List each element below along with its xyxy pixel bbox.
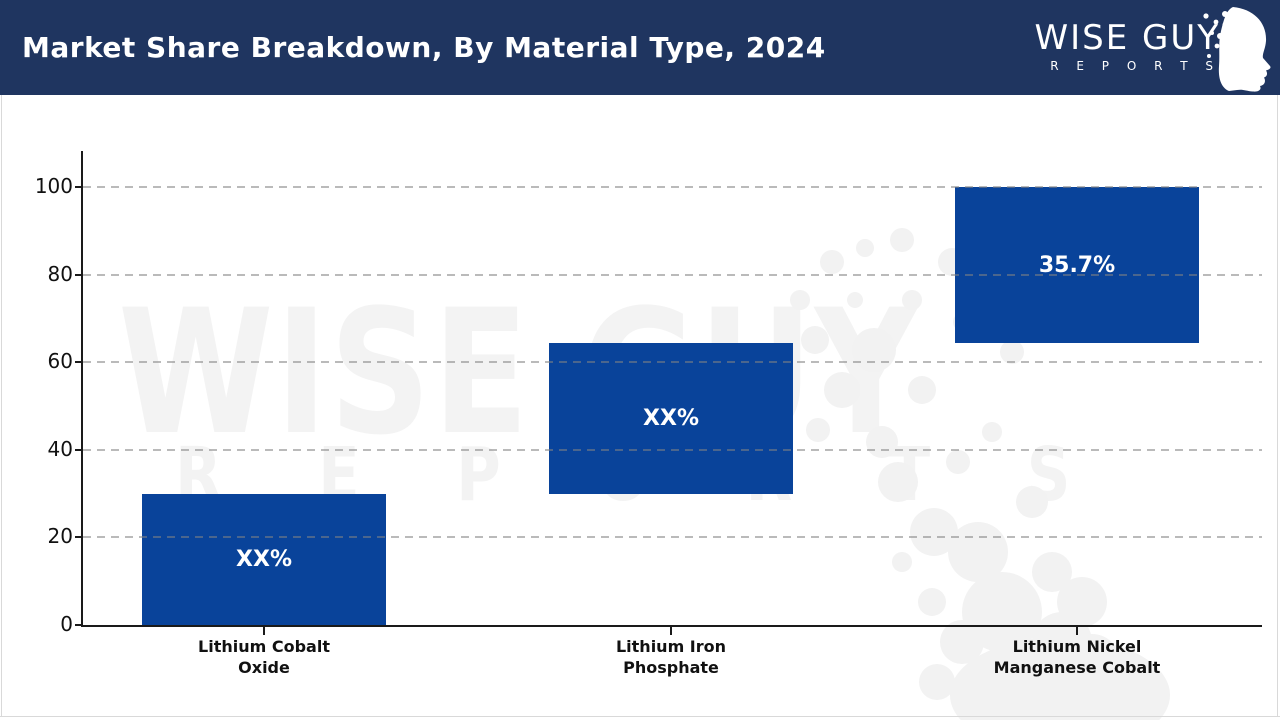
- wise-guy-reports-logo: WISE GUY R E P O R T S: [1022, 0, 1272, 95]
- bar-lithium-cobalt-oxide: [142, 493, 386, 625]
- gridline-100: [83, 186, 1262, 188]
- gridline-40: [83, 448, 1262, 451]
- page-border-right: [1277, 95, 1278, 716]
- x-category-label-lithium-cobalt-oxide: Lithium Cobalt Oxide: [198, 637, 330, 677]
- bar-value-label-lithium-cobalt-oxide: XX%: [236, 546, 292, 572]
- x-tick-lithium-cobalt-oxide: [263, 627, 265, 635]
- y-tick-60: [75, 361, 83, 364]
- bar-lithium-iron-phosphate: [549, 343, 793, 494]
- y-tick-100: [75, 186, 83, 188]
- bar-value-label-lithium-nickel-manganese-cobalt: 35.7%: [1038, 252, 1116, 278]
- y-tick-label-40: 40: [47, 436, 73, 461]
- x-tick-lithium-iron-phosphate: [670, 627, 672, 635]
- y-tick-label-100: 100: [34, 174, 73, 198]
- logo-reports-label: R E P O R T S: [1050, 59, 1220, 73]
- y-tick-label-0: 0: [60, 612, 73, 636]
- header-banner: Market Share Breakdown, By Material Type…: [0, 0, 1280, 95]
- logo-wiseguy-label: WISE GUY: [1034, 18, 1220, 58]
- x-category-label-lithium-nickel-manganese-cobalt: Lithium Nickel Manganese Cobalt: [993, 637, 1161, 677]
- y-tick-20: [75, 536, 83, 539]
- header-background: [0, 0, 1280, 95]
- bar-value-label-lithium-iron-phosphate: XX%: [643, 405, 699, 431]
- y-tick-80: [75, 273, 83, 276]
- y-tick-0: [75, 624, 83, 626]
- y-tick-label-20: 20: [47, 524, 73, 549]
- page-border-left: [1, 95, 2, 716]
- gridline-80: [83, 273, 1262, 276]
- gridline-20: [83, 536, 1262, 539]
- x-category-label-lithium-iron-phosphate: Lithium Iron Phosphate: [615, 637, 727, 677]
- bar-lithium-nickel-manganese-cobalt: [955, 187, 1199, 344]
- y-tick-label-80: 80: [47, 261, 73, 286]
- y-tick-40: [75, 448, 83, 451]
- y-axis-line: [81, 151, 83, 627]
- page-border-bottom: [0, 716, 1280, 717]
- logo-dotted-head-icon: [1203, 7, 1271, 92]
- gridline-60: [83, 361, 1262, 364]
- logo-text: WISE GUY R E P O R T S: [1034, 20, 1220, 74]
- chart-title: Market Share Breakdown, By Material Type…: [22, 31, 826, 64]
- y-tick-label-60: 60: [47, 349, 73, 374]
- x-axis-line: [81, 625, 1262, 627]
- x-tick-lithium-nickel-manganese-cobalt: [1076, 627, 1078, 635]
